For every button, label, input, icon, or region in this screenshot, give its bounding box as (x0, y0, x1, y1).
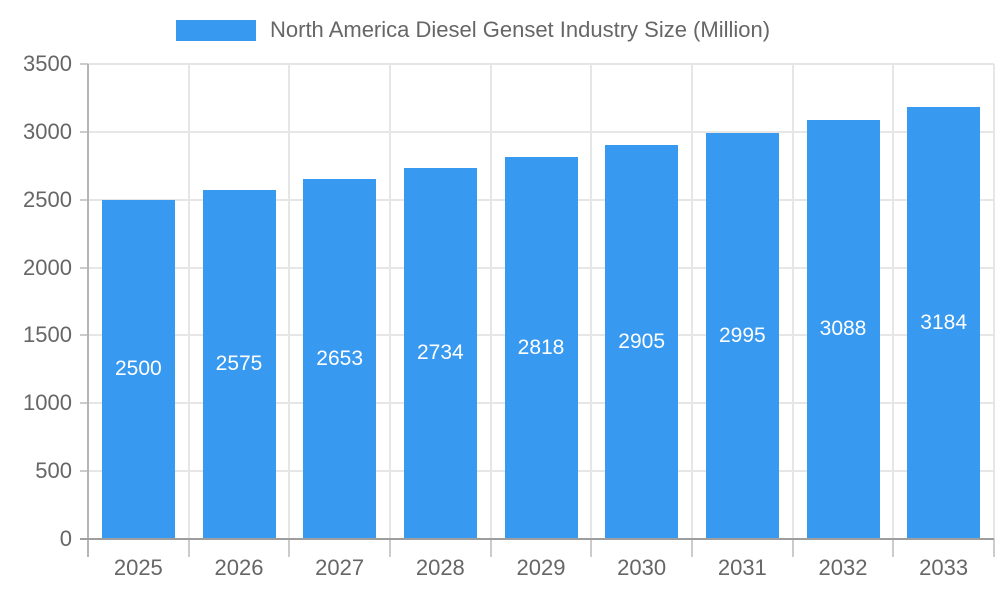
x-gridline (489, 64, 492, 539)
bar-2031[interactable] (705, 132, 779, 539)
x-gridline (892, 64, 895, 539)
bar-value-label: 2995 (718, 323, 766, 347)
y-tick (80, 266, 88, 269)
x-gridline (288, 64, 291, 539)
bar-value-label: 2818 (517, 335, 565, 359)
y-axis-label: 3000 (23, 118, 72, 144)
x-tick (288, 539, 291, 557)
x-axis-label: 2033 (919, 555, 969, 580)
y-tick (80, 130, 88, 133)
y-axis-label: 0 (59, 526, 72, 551)
y-tick (80, 63, 88, 65)
x-tick (791, 539, 794, 557)
bar-2025[interactable] (101, 199, 175, 539)
y-tick (80, 402, 88, 405)
x-tick (590, 539, 593, 557)
x-axis-label: 2032 (818, 555, 868, 580)
legend[interactable]: North America Diesel Genset Industry Siz… (176, 17, 770, 43)
x-gridline (187, 64, 190, 539)
x-axis-label: 2029 (516, 555, 566, 580)
y-axis-label: 1500 (23, 322, 72, 348)
x-tick (489, 539, 492, 557)
bar-2030[interactable] (605, 144, 679, 539)
bar-2033[interactable] (907, 106, 981, 539)
x-tick (892, 539, 895, 557)
x-gridline (590, 64, 593, 539)
x-axis-label: 2025 (113, 555, 163, 580)
y-axis-label: 1000 (23, 390, 72, 416)
x-axis-label: 2031 (717, 555, 767, 580)
bar-2027[interactable] (303, 178, 377, 539)
y-axis-label: 2000 (23, 254, 72, 280)
x-tick (389, 539, 391, 557)
bar-value-label: 3088 (819, 317, 867, 341)
bar-2028[interactable] (403, 167, 477, 539)
bar-2032[interactable] (806, 119, 880, 539)
bar-value-label: 2734 (416, 341, 464, 365)
y-tick (80, 198, 88, 201)
y-axis-label: 3500 (23, 51, 72, 76)
x-gridline (389, 64, 391, 539)
x-tick (187, 539, 190, 557)
y-gridline (88, 63, 994, 65)
y-gridline (88, 130, 994, 133)
legend-swatch-icon (176, 19, 256, 41)
bar-2029[interactable] (504, 156, 578, 539)
bar-value-label: 2575 (215, 352, 263, 376)
x-gridline (791, 64, 794, 539)
y-axis-label: 2500 (23, 186, 72, 212)
legend-label: North America Diesel Genset Industry Siz… (270, 17, 771, 42)
y-tick (80, 470, 88, 473)
x-tick (691, 539, 693, 557)
x-axis-label: 2027 (315, 555, 365, 580)
x-axis-label: 2030 (617, 555, 667, 580)
y-axis-line (87, 64, 89, 557)
bar-value-label: 3184 (920, 310, 968, 334)
bar-2026[interactable] (202, 189, 276, 539)
y-tick (80, 334, 88, 337)
x-axis-label: 2028 (415, 555, 465, 580)
x-tick (993, 539, 995, 557)
x-gridline (691, 64, 693, 539)
bar-value-label: 2905 (618, 329, 666, 353)
y-axis-label: 500 (35, 458, 72, 484)
x-axis-line (80, 538, 994, 540)
x-axis-label: 2026 (214, 555, 264, 580)
bar-value-label: 2500 (114, 357, 162, 381)
x-gridline (993, 64, 995, 539)
bar-value-label: 2653 (316, 346, 364, 370)
